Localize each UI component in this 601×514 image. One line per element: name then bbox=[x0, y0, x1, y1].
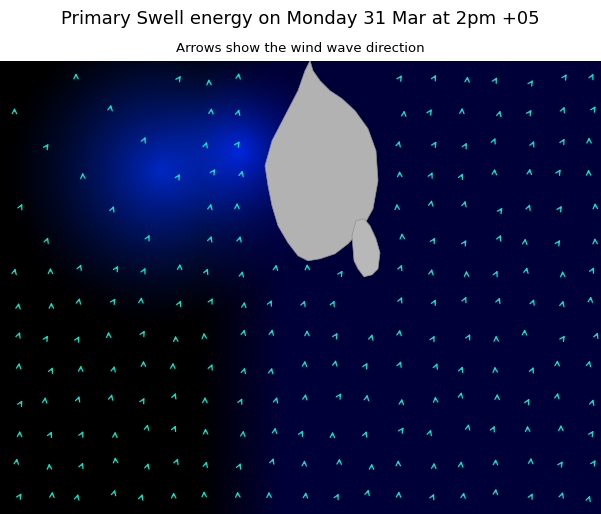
Text: Arrows show the wind wave direction: Arrows show the wind wave direction bbox=[176, 42, 425, 55]
Polygon shape bbox=[265, 61, 378, 261]
Polygon shape bbox=[352, 219, 380, 277]
Text: Primary Swell energy on Monday 31 Mar at 2pm +05: Primary Swell energy on Monday 31 Mar at… bbox=[61, 10, 540, 28]
